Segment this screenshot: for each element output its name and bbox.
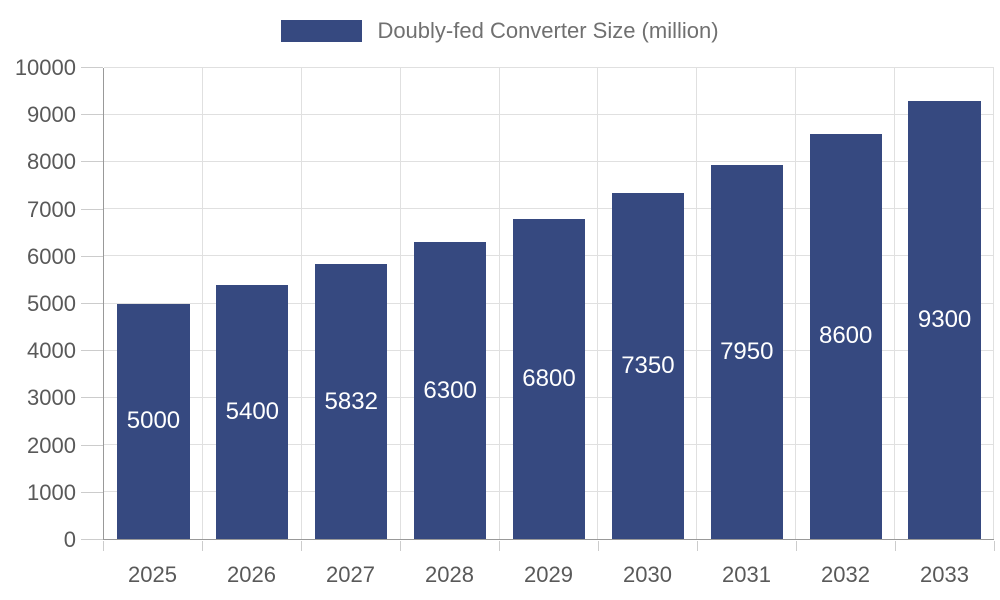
x-tick-label: 2029 bbox=[524, 562, 573, 587]
x-tick-mark bbox=[598, 541, 599, 551]
bar-2033[interactable]: 9300 bbox=[908, 100, 981, 539]
x-tick-mark bbox=[994, 541, 995, 551]
bar-2030[interactable]: 7350 bbox=[611, 192, 684, 539]
bar-2031[interactable]: 7950 bbox=[710, 164, 783, 539]
bar-value-label: 6300 bbox=[423, 376, 477, 404]
y-tick-label: 6000 bbox=[27, 243, 76, 269]
bar-slot: 5400 bbox=[203, 68, 302, 539]
y-tick-label: 9000 bbox=[27, 102, 76, 128]
y-tick-mark bbox=[81, 67, 103, 68]
y-tick-mark bbox=[81, 539, 103, 540]
gridline-horizontal bbox=[104, 208, 994, 210]
plot-area: 5000 5400 5832 6300 6800 7350 7950 8600 9300 bbox=[103, 67, 994, 540]
bar-slot: 5000 bbox=[104, 68, 203, 539]
y-tick-label: 5000 bbox=[27, 291, 76, 316]
y-tick-label: 1000 bbox=[27, 479, 76, 505]
x-tick-label: 2032 bbox=[821, 562, 870, 587]
gridline-vertical bbox=[696, 68, 698, 539]
bar-value-label: 5000 bbox=[126, 407, 181, 435]
y-tick-mark bbox=[81, 491, 103, 493]
gridline-vertical bbox=[201, 68, 203, 539]
gridline-vertical bbox=[894, 68, 896, 539]
bar-slot: 7950 bbox=[697, 68, 796, 539]
bar-slot: 9300 bbox=[895, 68, 994, 539]
y-tick-label: 4000 bbox=[27, 338, 76, 364]
x-tick-mark bbox=[796, 541, 797, 551]
y-tick-mark bbox=[81, 397, 103, 399]
x-tick-label: 2027 bbox=[326, 562, 375, 587]
bar-2027[interactable]: 5832 bbox=[315, 264, 388, 539]
x-tick-mark bbox=[301, 541, 302, 551]
y-tick-label: 2000 bbox=[27, 432, 76, 458]
bar-value-label: 9300 bbox=[917, 305, 972, 333]
x-tick-label: 2028 bbox=[425, 562, 474, 587]
gridline-vertical bbox=[597, 68, 599, 539]
y-tick-mark bbox=[81, 303, 103, 304]
bar-value-label: 6800 bbox=[522, 364, 576, 392]
y-tick-label: 8000 bbox=[27, 149, 76, 175]
x-tick-mark bbox=[895, 541, 896, 551]
y-tick-mark bbox=[81, 208, 103, 210]
x-tick-label: 2030 bbox=[623, 562, 672, 587]
y-tick-label: 7000 bbox=[27, 196, 76, 222]
x-tick-label: 2026 bbox=[227, 562, 276, 587]
x-tick-mark bbox=[103, 541, 104, 551]
bars-container: 5000 5400 5832 6300 6800 7350 7950 8600 9300 bbox=[104, 68, 994, 539]
y-tick-mark bbox=[81, 350, 103, 352]
gridline-horizontal bbox=[104, 67, 994, 68]
y-tick-mark bbox=[81, 114, 103, 116]
x-tick-label: 2031 bbox=[722, 562, 771, 587]
legend-swatch bbox=[281, 20, 363, 42]
x-axis: 2025 2026 2027 2028 2029 2030 2031 2032 2033 bbox=[103, 540, 995, 600]
y-tick-label: 0 bbox=[63, 527, 76, 552]
legend-label: Doubly-fed Converter Size (million) bbox=[377, 18, 719, 43]
bar-2028[interactable]: 6300 bbox=[414, 242, 487, 539]
bar-value-label: 7950 bbox=[720, 337, 774, 365]
bar-value-label: 8600 bbox=[818, 322, 873, 350]
bar-slot: 6800 bbox=[500, 68, 599, 539]
x-tick-label: 2025 bbox=[128, 562, 177, 587]
x-tick-mark bbox=[399, 541, 401, 551]
y-tick-mark bbox=[81, 444, 103, 446]
bar-slot: 7350 bbox=[598, 68, 697, 539]
bar-slot: 8600 bbox=[796, 68, 895, 539]
gridline-vertical bbox=[399, 68, 401, 539]
bar-2025[interactable]: 5000 bbox=[117, 303, 190, 539]
y-tick-label: 10000 bbox=[14, 55, 76, 80]
y-tick-mark bbox=[81, 161, 103, 163]
gridline-vertical bbox=[795, 68, 797, 539]
gridline-vertical bbox=[498, 68, 500, 539]
bar-value-label: 5400 bbox=[225, 397, 280, 425]
x-tick-label: 2033 bbox=[920, 562, 969, 587]
bar-slot: 6300 bbox=[401, 68, 500, 539]
gridline-vertical bbox=[993, 68, 994, 539]
bar-slot: 5832 bbox=[302, 68, 401, 539]
x-tick-mark bbox=[499, 541, 500, 551]
gridline-vertical bbox=[300, 68, 302, 539]
bar-2026[interactable]: 5400 bbox=[216, 284, 289, 539]
x-tick-mark bbox=[696, 541, 698, 551]
bar-2029[interactable]: 6800 bbox=[512, 218, 586, 539]
gridline-horizontal bbox=[104, 114, 994, 116]
bar-value-label: 5832 bbox=[324, 387, 378, 415]
y-axis: 0 1000 2000 3000 4000 5000 6000 7000 8000 9000 100… bbox=[0, 57, 103, 551]
x-tick-mark bbox=[202, 541, 203, 551]
bar-value-label: 7350 bbox=[621, 351, 675, 379]
y-tick-label: 3000 bbox=[27, 385, 76, 411]
y-tick-mark bbox=[81, 255, 103, 257]
bar-2032[interactable]: 8600 bbox=[809, 133, 882, 539]
gridline-horizontal bbox=[104, 161, 994, 163]
legend[interactable]: Doubly-fed Converter Size (million) bbox=[0, 20, 1000, 42]
